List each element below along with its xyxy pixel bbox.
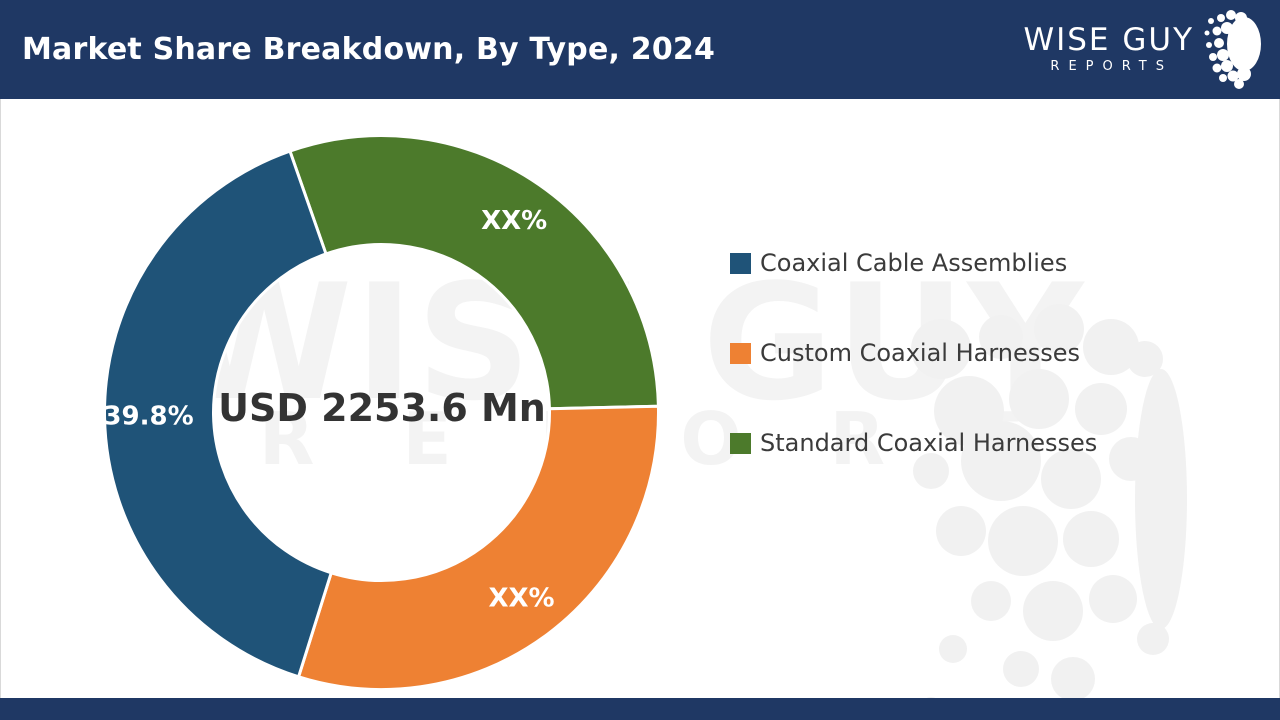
legend-swatch-blue xyxy=(730,252,751,274)
logo-text: WISE GUY REPORTS xyxy=(1023,24,1194,74)
slice-percent-label: XX% xyxy=(488,584,554,614)
logo-wordmark: WISE GUY xyxy=(1023,22,1194,59)
legend-swatch-orange xyxy=(730,342,751,364)
pie-slice-standard-coaxial-harnesses xyxy=(288,134,660,411)
pie-slice-custom-coaxial-harnesses xyxy=(297,404,660,691)
legend-item: Custom Coaxial Harnesses xyxy=(730,339,1097,367)
donut-chart: XX% XX% 39.8% xyxy=(101,132,662,693)
watermark-face-dots xyxy=(911,304,1187,720)
legend-item: Standard Coaxial Harnesses xyxy=(730,429,1098,457)
logo-subtitle: REPORTS xyxy=(1050,58,1174,74)
legend-label: Coaxial Cable Assemblies xyxy=(760,249,1068,277)
legend-label: Standard Coaxial Harnesses xyxy=(760,429,1098,457)
chart-area: WISE GUY REPORT XX% XX% 39.8% U xyxy=(0,99,1280,720)
legend-item: Coaxial Cable Assemblies xyxy=(730,249,1097,277)
chart-center-value: USD 2253.6 Mn xyxy=(218,386,546,430)
chart-legend: Coaxial Cable Assemblies Custom Coaxial … xyxy=(730,249,1098,521)
slice-percent-label: 39.8% xyxy=(103,401,193,431)
legend-swatch-green xyxy=(730,432,751,454)
legend-label: Custom Coaxial Harnesses xyxy=(760,339,1081,367)
logo-face-icon xyxy=(1204,10,1261,89)
footer-bar xyxy=(0,698,1280,720)
pie-slice-coaxial-cable-assemblies xyxy=(103,149,333,679)
slice-percent-label: XX% xyxy=(481,206,547,236)
wise-guy-reports-logo: WISE GUY REPORTS xyxy=(1023,6,1262,92)
header-bar: Market Share Breakdown, By Type, 2024 WI… xyxy=(0,0,1280,99)
page-title: Market Share Breakdown, By Type, 2024 xyxy=(22,32,716,67)
